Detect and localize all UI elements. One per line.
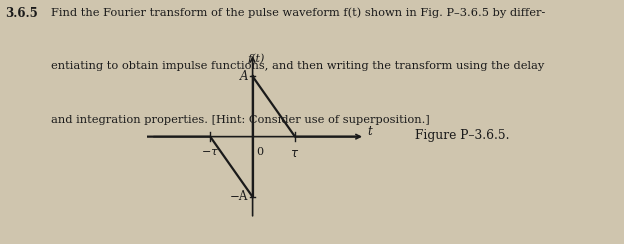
Text: t: t: [367, 125, 372, 138]
Text: $-\tau$: $-\tau$: [201, 147, 219, 157]
Text: −A: −A: [230, 190, 248, 203]
Text: and integration properties. [Hint: Consider use of superposition.]: and integration properties. [Hint: Consi…: [51, 115, 430, 125]
Text: Figure P–3.6.5.: Figure P–3.6.5.: [415, 129, 509, 142]
Text: 0: 0: [256, 147, 263, 157]
Text: Find the Fourier transform of the pulse waveform f(t) shown in Fig. P–3.6.5 by d: Find the Fourier transform of the pulse …: [51, 7, 545, 18]
Text: 3.6.5: 3.6.5: [5, 7, 37, 20]
Text: f(t): f(t): [248, 53, 265, 63]
Text: $\tau$: $\tau$: [290, 147, 300, 160]
Text: entiating to obtain impulse functions, and then writing the transform using the : entiating to obtain impulse functions, a…: [51, 61, 544, 71]
Text: A: A: [240, 70, 248, 83]
